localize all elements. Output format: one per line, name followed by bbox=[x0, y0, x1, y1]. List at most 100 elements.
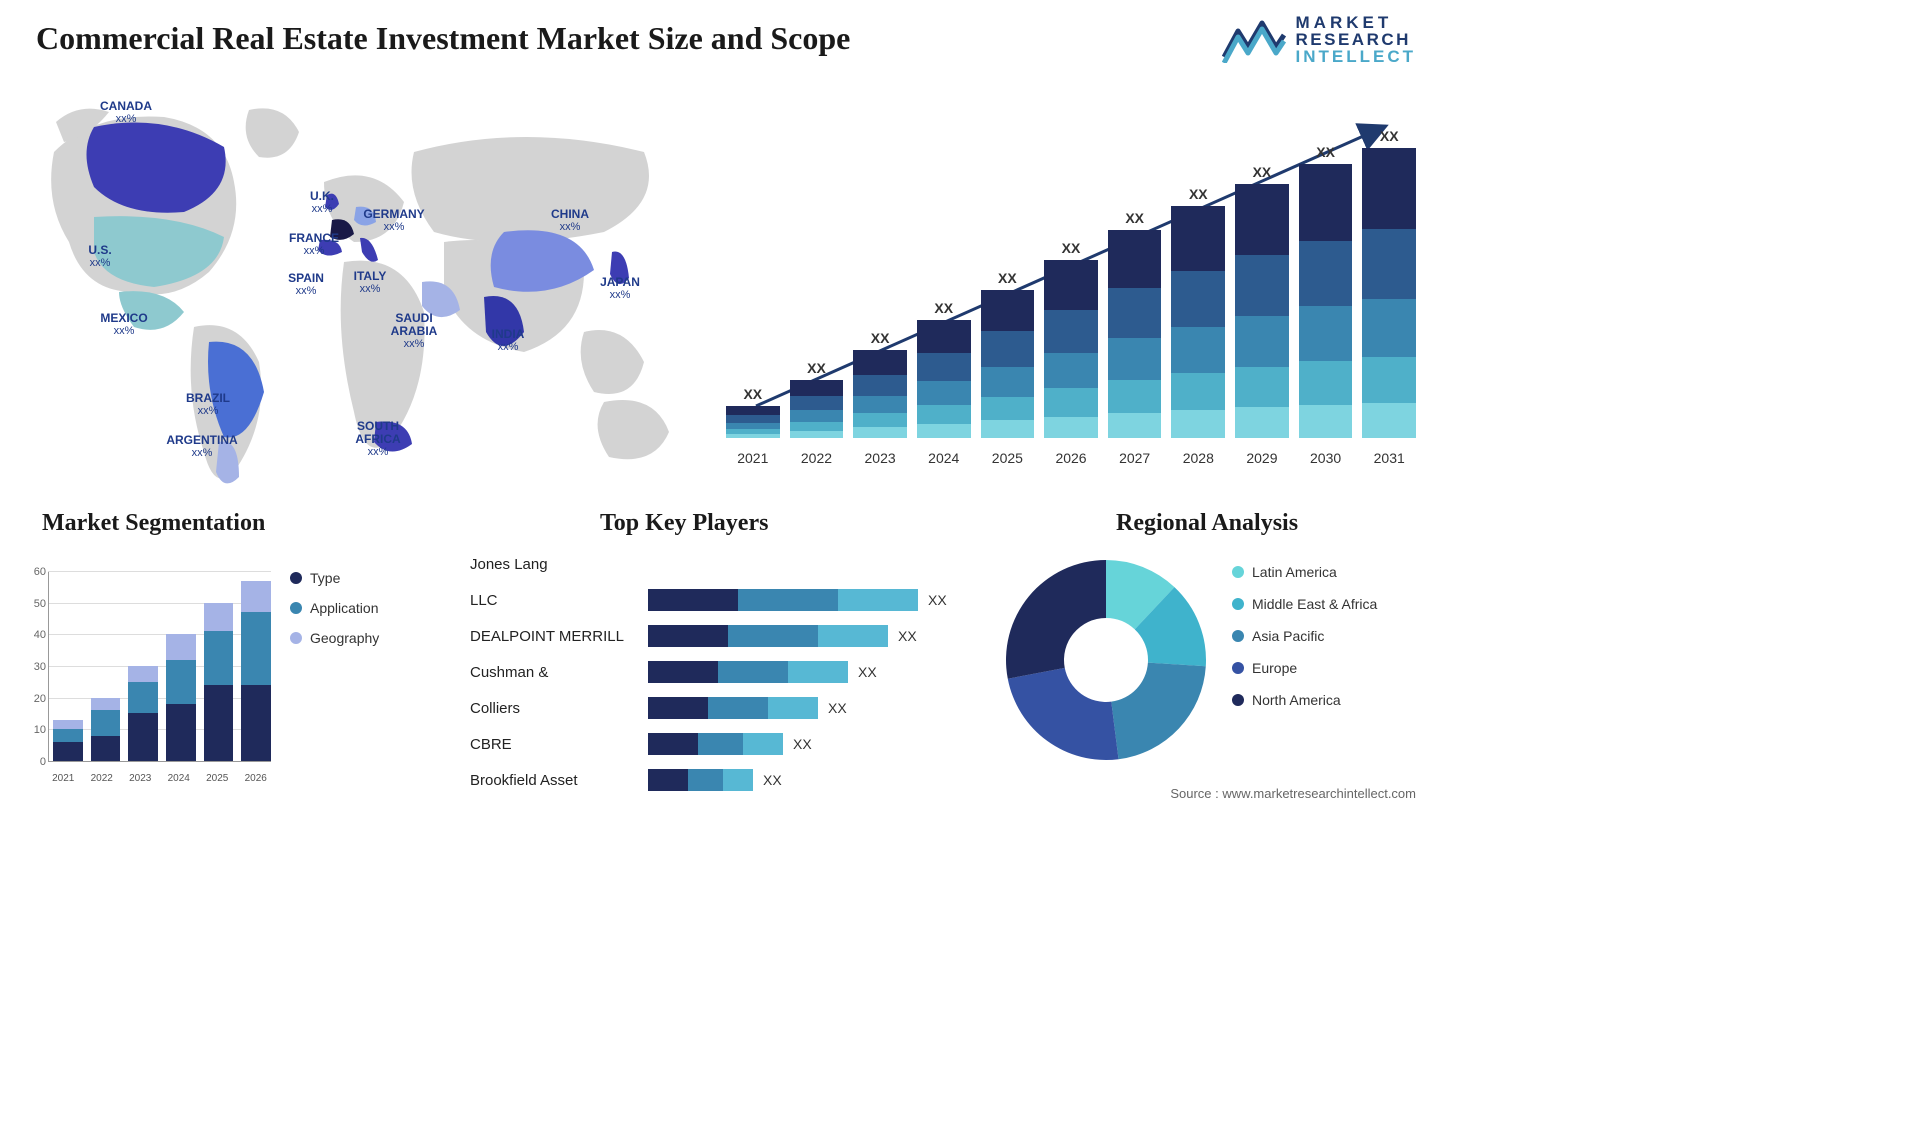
donut-slice bbox=[1111, 663, 1206, 760]
growth-xaxis-label: 2024 bbox=[917, 450, 971, 466]
logo-text-1: MARKET bbox=[1296, 14, 1417, 31]
seg-bar-2022 bbox=[91, 698, 121, 761]
growth-bar-value: XX bbox=[807, 360, 826, 376]
growth-bar-2021: XX bbox=[726, 386, 780, 438]
map-label-france: FRANCExx% bbox=[274, 232, 354, 257]
page-title: Commercial Real Estate Investment Market… bbox=[36, 20, 850, 57]
player-name: Brookfield Asset bbox=[470, 772, 648, 789]
growth-xaxis-label: 2025 bbox=[981, 450, 1035, 466]
growth-bar-2024: XX bbox=[917, 300, 971, 438]
player-value: XX bbox=[793, 736, 812, 752]
growth-bar-value: XX bbox=[998, 270, 1017, 286]
map-label-canada: CANADAxx% bbox=[86, 100, 166, 125]
seg-bar-2021 bbox=[53, 720, 83, 761]
growth-bar-2026: XX bbox=[1044, 240, 1098, 438]
growth-bar-2031: XX bbox=[1362, 128, 1416, 438]
world-map-panel: CANADAxx% U.S.xx% MEXICOxx% BRAZILxx% ARGENT… bbox=[24, 92, 684, 492]
donut-legend-item: Middle East & Africa bbox=[1232, 596, 1377, 612]
growth-xaxis-label: 2031 bbox=[1362, 450, 1416, 466]
map-label-u-s-: U.S.xx% bbox=[60, 244, 140, 269]
growth-bar-2028: XX bbox=[1171, 186, 1225, 438]
map-label-italy: ITALYxx% bbox=[330, 270, 410, 295]
seg-ytick: 30 bbox=[20, 661, 46, 673]
donut-legend-item: Latin America bbox=[1232, 564, 1377, 580]
seg-legend-item: Geography bbox=[290, 630, 379, 646]
donut-slice bbox=[1006, 560, 1106, 679]
seg-ytick: 50 bbox=[20, 598, 46, 610]
seg-xaxis-label: 2025 bbox=[202, 773, 233, 784]
growth-xaxis-label: 2021 bbox=[726, 450, 780, 466]
seg-legend-item: Application bbox=[290, 600, 379, 616]
seg-xaxis-label: 2021 bbox=[48, 773, 79, 784]
player-row: Brookfield Asset XX bbox=[470, 766, 970, 794]
seg-bar-2024 bbox=[166, 634, 196, 761]
growth-xaxis-label: 2028 bbox=[1171, 450, 1225, 466]
growth-bar-value: XX bbox=[1253, 164, 1272, 180]
growth-bar-value: XX bbox=[1125, 210, 1144, 226]
growth-xaxis-label: 2022 bbox=[790, 450, 844, 466]
seg-ytick: 20 bbox=[20, 693, 46, 705]
growth-bar-value: XX bbox=[1380, 128, 1399, 144]
growth-bar-2027: XX bbox=[1108, 210, 1162, 438]
seg-xaxis-label: 2022 bbox=[87, 773, 118, 784]
donut-panel: Regional Analysis Latin America Middle Ea… bbox=[996, 510, 1416, 780]
donut-legend-item: Asia Pacific bbox=[1232, 628, 1377, 644]
segmentation-title: Market Segmentation bbox=[42, 510, 265, 537]
player-row: Jones Lang bbox=[470, 550, 970, 578]
growth-bar-value: XX bbox=[1062, 240, 1081, 256]
player-name: LLC bbox=[470, 592, 648, 609]
player-name: Colliers bbox=[470, 700, 648, 717]
player-row: CBRE XX bbox=[470, 730, 970, 758]
seg-bar-2023 bbox=[128, 666, 158, 761]
map-label-south-africa: SOUTH AFRICAxx% bbox=[338, 420, 418, 458]
growth-xaxis-label: 2027 bbox=[1108, 450, 1162, 466]
growth-bar-value: XX bbox=[1189, 186, 1208, 202]
growth-xaxis-label: 2029 bbox=[1235, 450, 1289, 466]
player-row: LLC XX bbox=[470, 586, 970, 614]
growth-bar-value: XX bbox=[934, 300, 953, 316]
player-name: Cushman & bbox=[470, 664, 648, 681]
map-label-saudi-arabia: SAUDI ARABIAxx% bbox=[374, 312, 454, 350]
map-label-mexico: MEXICOxx% bbox=[84, 312, 164, 337]
player-row: DEALPOINT MERRILLXX bbox=[470, 622, 970, 650]
map-label-brazil: BRAZILxx% bbox=[168, 392, 248, 417]
growth-chart: XXXXXXXXXXXXXXXXXXXXXX 20212022202320242… bbox=[726, 96, 1416, 466]
seg-ytick: 10 bbox=[20, 724, 46, 736]
segmentation-chart: 0102030405060 202120222023202420252026 bbox=[20, 554, 275, 784]
map-label-argentina: ARGENTINAxx% bbox=[162, 434, 242, 459]
players-title: Top Key Players bbox=[600, 510, 768, 537]
donut-legend: Latin America Middle East & Africa Asia Pa… bbox=[1232, 564, 1377, 708]
donut-title: Regional Analysis bbox=[1116, 510, 1298, 537]
player-value: XX bbox=[928, 592, 947, 608]
donut-slice bbox=[1008, 668, 1119, 760]
seg-xaxis-label: 2026 bbox=[241, 773, 272, 784]
map-label-u-k-: U.K.xx% bbox=[282, 190, 362, 215]
player-value: XX bbox=[858, 664, 877, 680]
logo-text-3: INTELLECT bbox=[1296, 48, 1417, 65]
growth-bar-2022: XX bbox=[790, 360, 844, 438]
growth-bar-value: XX bbox=[743, 386, 762, 402]
growth-bar-2025: XX bbox=[981, 270, 1035, 438]
donut-legend-item: North America bbox=[1232, 692, 1377, 708]
growth-bar-2023: XX bbox=[853, 330, 907, 438]
seg-xaxis-label: 2024 bbox=[164, 773, 195, 784]
player-row: Cushman & XX bbox=[470, 658, 970, 686]
map-label-india: INDIAxx% bbox=[468, 328, 548, 353]
growth-bar-2030: XX bbox=[1299, 144, 1353, 438]
growth-bar-2029: XX bbox=[1235, 164, 1289, 438]
seg-bar-2026 bbox=[241, 581, 271, 762]
player-value: XX bbox=[763, 772, 782, 788]
map-label-germany: GERMANYxx% bbox=[354, 208, 434, 233]
seg-xaxis-label: 2023 bbox=[125, 773, 156, 784]
seg-ytick: 60 bbox=[20, 566, 46, 578]
player-name: CBRE bbox=[470, 736, 648, 753]
growth-bar-value: XX bbox=[1316, 144, 1335, 160]
growth-xaxis-label: 2030 bbox=[1299, 450, 1353, 466]
seg-legend-item: Type bbox=[290, 570, 379, 586]
donut-chart bbox=[996, 550, 1216, 770]
source-text: Source : www.marketresearchintellect.com bbox=[1170, 786, 1416, 801]
players-panel: Top Key Players Jones Lang LLC XX DEALPOINT… bbox=[470, 510, 970, 780]
seg-ytick: 0 bbox=[20, 756, 46, 768]
player-value: XX bbox=[828, 700, 847, 716]
map-label-china: CHINAxx% bbox=[530, 208, 610, 233]
